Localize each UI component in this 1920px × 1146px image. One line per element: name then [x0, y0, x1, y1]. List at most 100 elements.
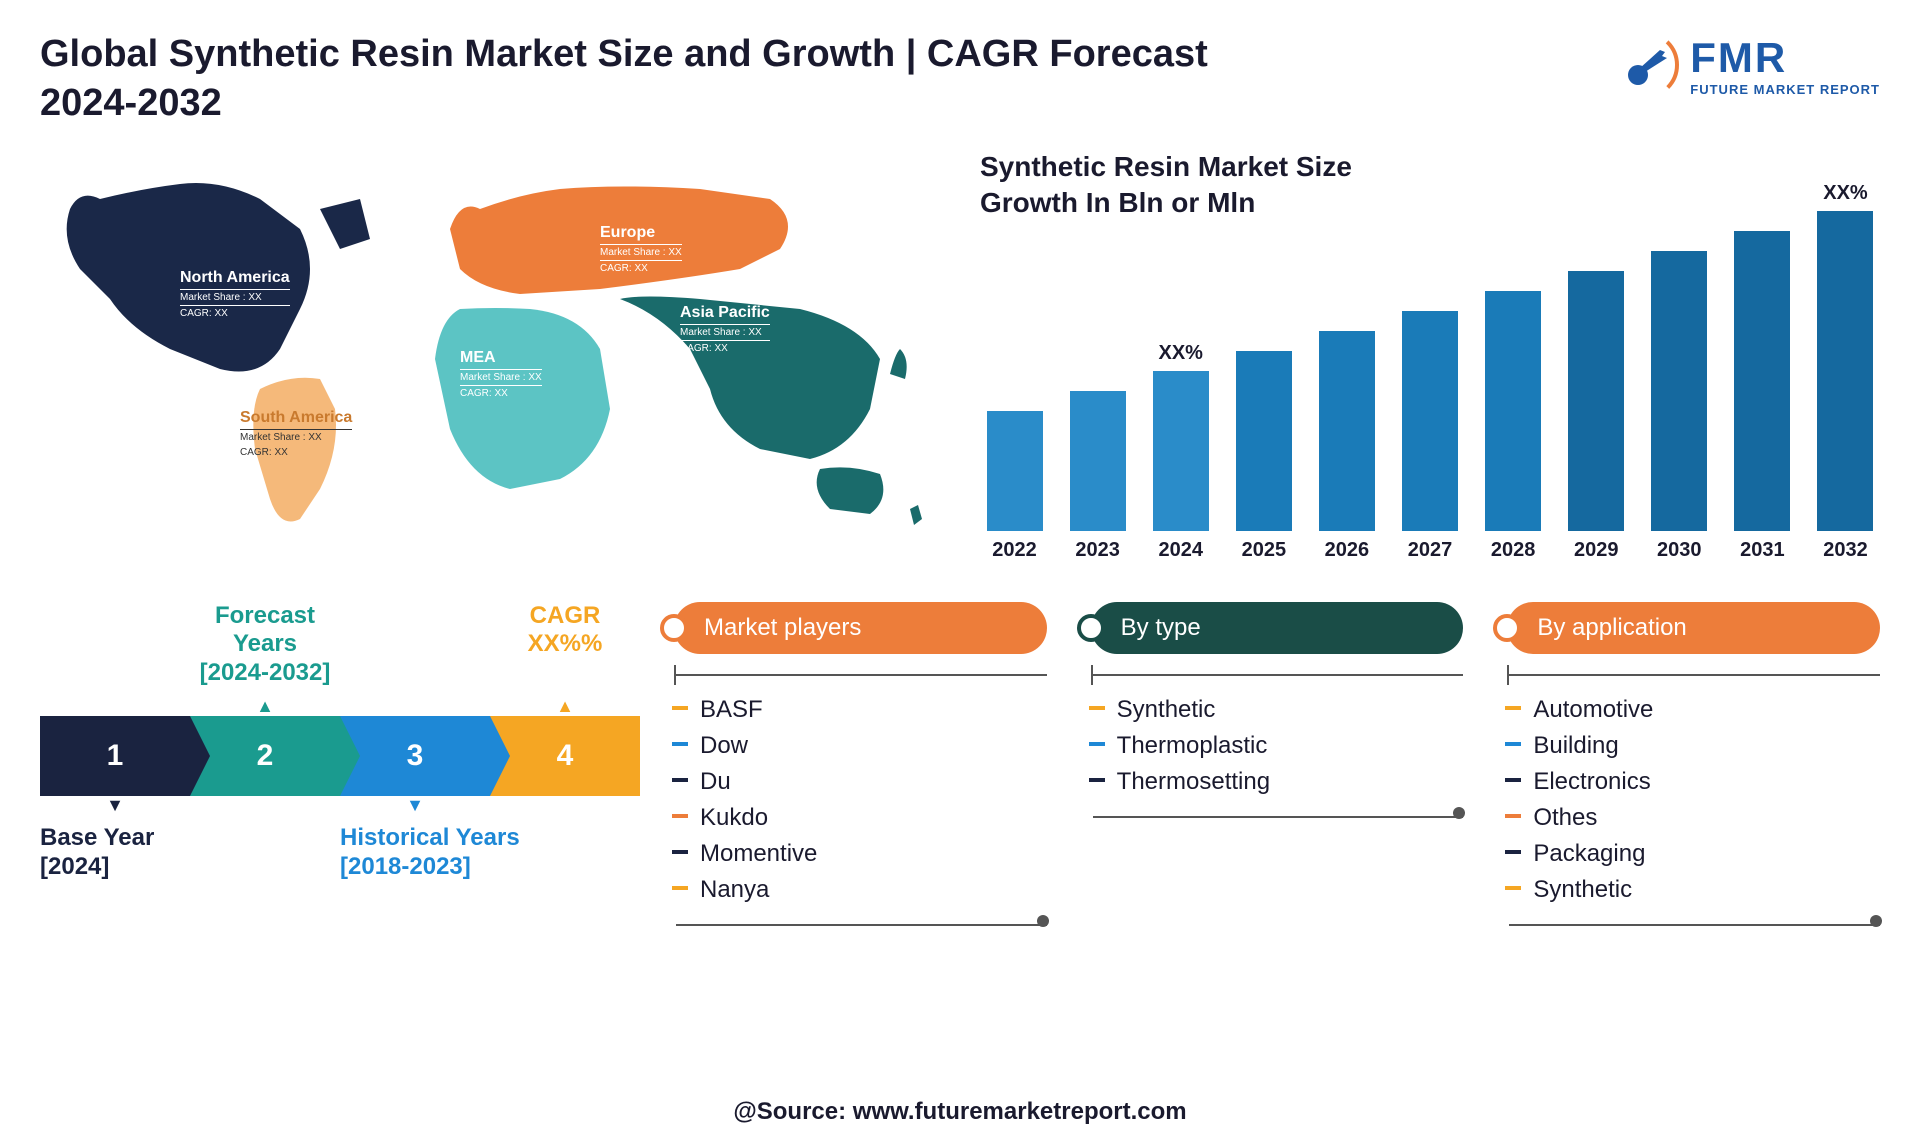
list-item: Electronics — [1533, 764, 1880, 800]
category-box: By application AutomotiveBuildingElectro… — [1493, 602, 1880, 926]
bar-annotation: XX% — [1159, 342, 1203, 365]
timeline-seg-2: 2 — [190, 716, 340, 796]
divider — [676, 924, 1047, 926]
bar-column: XX% 2032 — [1811, 182, 1880, 562]
category-header: By type — [1077, 602, 1464, 654]
timeline-forecast-label: Forecast Years[2024-2032] — [190, 602, 340, 688]
bar-year-label: 2031 — [1740, 539, 1785, 562]
bar-column: 2030 — [1645, 251, 1714, 562]
category-title: By type — [1091, 602, 1464, 654]
bar-year-label: 2026 — [1325, 539, 1370, 562]
region-label-ap: Asia Pacific Market Share : XX CAGR: XX — [680, 304, 770, 354]
pointer-icon: ▼ — [40, 795, 190, 816]
timeline-cagr-label: CAGRXX%% — [490, 602, 640, 688]
bar-column: 2026 — [1312, 331, 1381, 562]
divider — [1509, 674, 1880, 676]
bar-column: 2029 — [1562, 271, 1631, 562]
list-item: Dow — [700, 728, 1047, 764]
timeline-base-label: Base Year[2024] — [40, 824, 240, 882]
list-item: Kukdo — [700, 800, 1047, 836]
bar-column: 2031 — [1728, 231, 1797, 562]
bar-column: 2022 — [980, 411, 1049, 562]
bar-year-label: 2032 — [1823, 539, 1868, 562]
list-item: Du — [700, 764, 1047, 800]
category-title: Market players — [674, 602, 1047, 654]
bar-year-label: 2022 — [992, 539, 1037, 562]
bar — [1402, 311, 1458, 531]
bar — [1319, 331, 1375, 531]
region-label-sa: South America Market Share : XX CAGR: XX — [240, 409, 352, 458]
pointer-icon: ▼ — [340, 795, 490, 816]
list-item: BASF — [700, 692, 1047, 728]
category-title: By application — [1507, 602, 1880, 654]
bar — [1070, 391, 1126, 531]
bar — [1236, 351, 1292, 531]
category-header: By application — [1493, 602, 1880, 654]
region-label-na: North America Market Share : XX CAGR: XX — [180, 269, 290, 319]
bar-chart: 2022 2023 XX% 2024 2025 2026 2027 2028 2029 2030 2… — [980, 242, 1880, 562]
page-title: Global Synthetic Resin Market Size and G… — [40, 30, 1240, 129]
bar-column: 2028 — [1479, 291, 1548, 562]
bar — [1153, 371, 1209, 531]
dot-icon — [1493, 614, 1521, 642]
bar-column: 2023 — [1063, 391, 1132, 562]
region-label-eu: Europe Market Share : XX CAGR: XX — [600, 224, 682, 274]
pointer-icon: ▲ — [190, 696, 340, 717]
category-header: Market players — [660, 602, 1047, 654]
bar-chart-area: Synthetic Resin Market Size Growth In Bl… — [980, 149, 1880, 562]
chart-title: Synthetic Resin Market Size Growth In Bl… — [980, 149, 1380, 222]
timeline-segments: 1 2 3 4 — [40, 716, 640, 796]
fmr-logo-icon — [1610, 30, 1680, 100]
bar — [1568, 271, 1624, 531]
list-item: Synthetic — [1533, 872, 1880, 908]
divider — [1093, 816, 1464, 818]
bar — [1817, 211, 1873, 531]
timeline-hist-label: Historical Years[2018-2023] — [340, 824, 600, 882]
bottom-section: Forecast Years[2024-2032] CAGRXX%% ▲ ▲ 1… — [40, 602, 1880, 926]
list-item: Nanya — [700, 872, 1047, 908]
bar-column: 2025 — [1229, 351, 1298, 562]
timeline: Forecast Years[2024-2032] CAGRXX%% ▲ ▲ 1… — [40, 602, 640, 882]
bar — [1485, 291, 1541, 531]
list-item: Thermosetting — [1117, 764, 1464, 800]
bar-annotation: XX% — [1823, 182, 1867, 205]
dot-icon — [660, 614, 688, 642]
bar — [987, 411, 1043, 531]
source-attribution: @Source: www.futuremarketreport.com — [733, 1098, 1186, 1126]
divider — [1093, 674, 1464, 676]
brand-logo: FMR FUTURE MARKET REPORT — [1610, 30, 1880, 100]
category-list: BASFDowDuKukdoMomentiveNanya — [660, 692, 1047, 908]
dot-icon — [1077, 614, 1105, 642]
world-map: North America Market Share : XX CAGR: XX… — [40, 149, 940, 549]
bar-year-label: 2029 — [1574, 539, 1619, 562]
bar-year-label: 2027 — [1408, 539, 1453, 562]
category-list: AutomotiveBuildingElectronicsOthesPackag… — [1493, 692, 1880, 908]
logo-main-text: FMR — [1690, 34, 1880, 82]
bar-year-label: 2028 — [1491, 539, 1536, 562]
list-item: Automotive — [1533, 692, 1880, 728]
top-section: North America Market Share : XX CAGR: XX… — [40, 149, 1880, 562]
timeline-seg-4: 4 — [490, 716, 640, 796]
list-item: Synthetic — [1117, 692, 1464, 728]
bar — [1734, 231, 1790, 531]
region-nz — [910, 505, 922, 525]
timeline-seg-1: 1 — [40, 716, 190, 796]
list-item: Thermoplastic — [1117, 728, 1464, 764]
bar-year-label: 2030 — [1657, 539, 1702, 562]
list-item: Packaging — [1533, 836, 1880, 872]
category-box: Market players BASFDowDuKukdoMomentiveNa… — [660, 602, 1047, 926]
divider — [1509, 924, 1880, 926]
list-item: Building — [1533, 728, 1880, 764]
divider — [676, 674, 1047, 676]
timeline-seg-3: 3 — [340, 716, 490, 796]
bar-year-label: 2025 — [1242, 539, 1287, 562]
bar-year-label: 2023 — [1075, 539, 1120, 562]
bar-column: XX% 2024 — [1146, 342, 1215, 562]
category-list: SyntheticThermoplasticThermosetting — [1077, 692, 1464, 800]
categories-row: Market players BASFDowDuKukdoMomentiveNa… — [660, 602, 1880, 926]
header: Global Synthetic Resin Market Size and G… — [40, 30, 1880, 129]
category-box: By type SyntheticThermoplasticThermosett… — [1077, 602, 1464, 926]
bar-year-label: 2024 — [1158, 539, 1203, 562]
list-item: Othes — [1533, 800, 1880, 836]
logo-sub-text: FUTURE MARKET REPORT — [1690, 82, 1880, 97]
